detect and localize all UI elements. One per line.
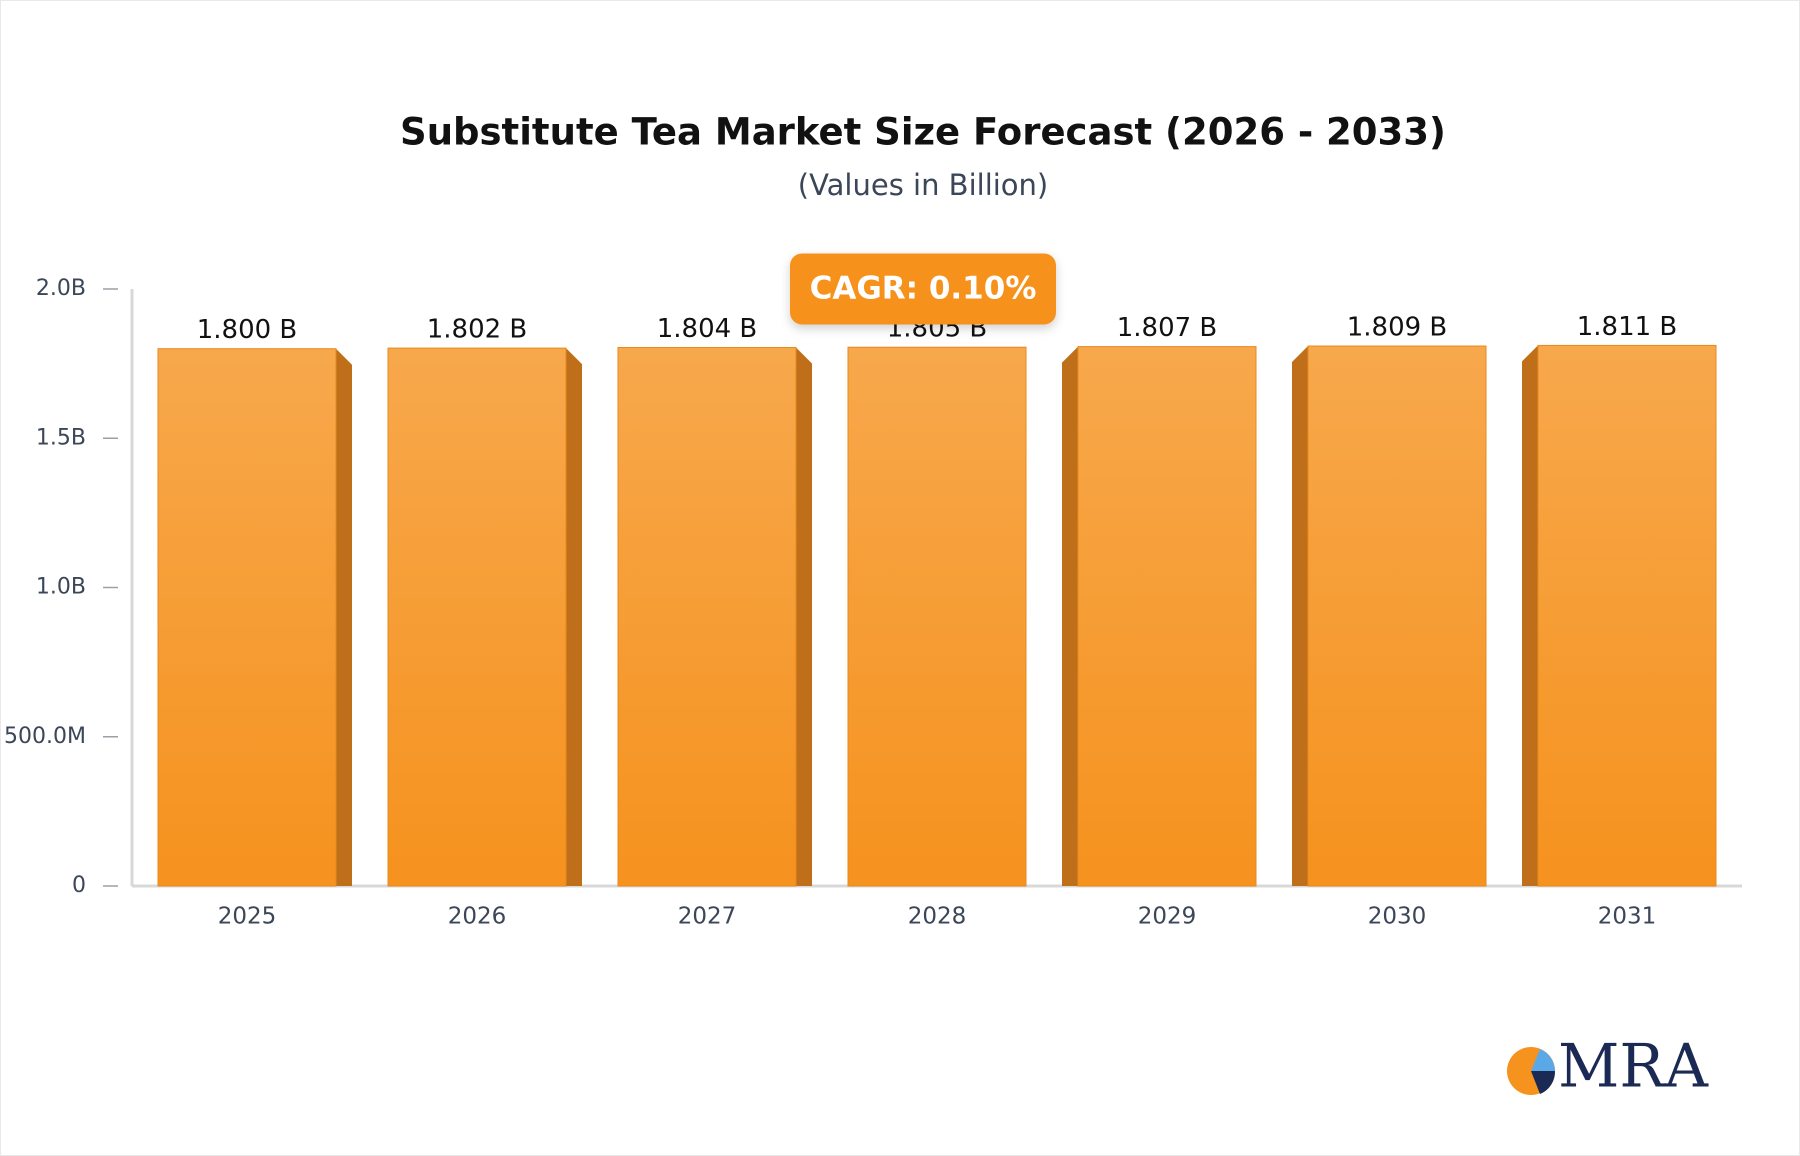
chart-subtitle: (Values in Billion) — [798, 168, 1049, 202]
bar-side — [1292, 346, 1308, 886]
value-label: 1.807 B — [1117, 313, 1218, 343]
chart-title: Substitute Tea Market Size Forecast (202… — [400, 111, 1446, 154]
cagr-label: CAGR: 0.10% — [810, 271, 1037, 307]
value-label: 1.800 B — [197, 315, 298, 345]
bar — [847, 346, 1027, 887]
value-label: 1.811 B — [1577, 312, 1678, 342]
cagr-badge — [790, 253, 1056, 325]
bar — [617, 347, 797, 887]
bar-side — [336, 348, 352, 886]
logo: MRA — [1507, 1032, 1709, 1102]
y-tick-label: 0 — [72, 873, 86, 898]
x-tick-label: 2030 — [1368, 904, 1427, 930]
x-tick-label: 2025 — [218, 904, 277, 930]
bar — [1307, 345, 1487, 887]
bar — [387, 347, 567, 887]
bar-side — [566, 348, 582, 886]
y-tick-label: 2.0B — [36, 276, 86, 301]
value-label: 1.809 B — [1347, 313, 1448, 343]
x-tick-label: 2031 — [1598, 904, 1657, 930]
bar — [1537, 344, 1717, 887]
logo-icon-slice — [1531, 1071, 1556, 1094]
y-tick-label: 1.5B — [36, 425, 86, 450]
value-label: 1.804 B — [657, 314, 758, 344]
bar-side — [796, 347, 812, 887]
x-tick-label: 2029 — [1138, 904, 1197, 930]
x-tick-label: 2027 — [678, 904, 737, 930]
logo-icon-slice — [1531, 1049, 1555, 1071]
y-tick-label: 500.0M — [4, 724, 86, 749]
bar — [1077, 346, 1257, 887]
bar-side — [1522, 345, 1538, 886]
x-tick-label: 2026 — [448, 904, 507, 930]
value-label: 1.802 B — [427, 315, 528, 345]
x-tick-label: 2028 — [908, 904, 967, 930]
bar-side — [1062, 346, 1078, 887]
bar — [157, 348, 337, 887]
y-tick-label: 1.0B — [36, 575, 86, 600]
logo-text: MRA — [1558, 1032, 1709, 1102]
